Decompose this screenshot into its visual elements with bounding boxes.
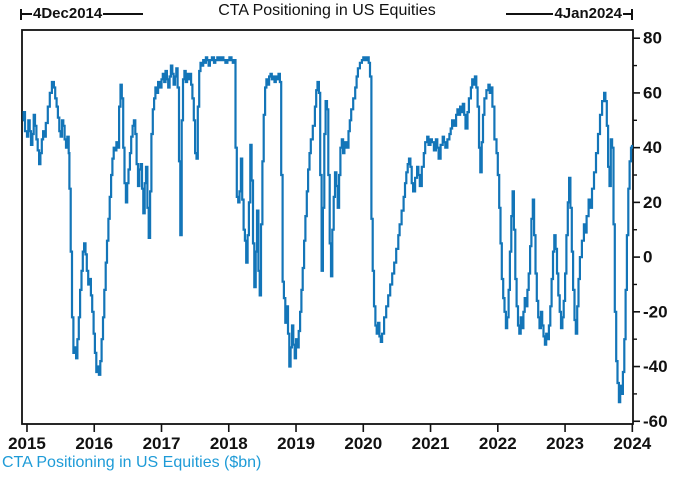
x-axis-tick-label: 2024	[613, 434, 651, 453]
x-axis-tick-label: 2016	[75, 434, 113, 453]
series-end-date-label: 4Jan2024	[554, 5, 622, 22]
x-axis-tick-label: 2017	[143, 434, 181, 453]
end-annotation-trailing-line	[623, 13, 631, 15]
y-axis-tick-label: -20	[643, 302, 668, 321]
x-axis-tick-label: 2022	[479, 434, 517, 453]
series-start-date-annotation: 4Dec2014	[20, 6, 143, 22]
series-end-date-annotation: 4Jan2024	[506, 6, 633, 22]
x-axis-tick-label: 2018	[210, 434, 248, 453]
x-axis-tick-label: 2021	[412, 434, 450, 453]
x-axis-tick-label: 2019	[277, 434, 315, 453]
start-annotation-trailing-line	[103, 13, 143, 15]
x-axis-tick-label: 2015	[8, 434, 46, 453]
x-axis-tick-label: 2020	[344, 434, 382, 453]
cta-positioning-line	[22, 56, 634, 404]
start-annotation-leader-line	[22, 13, 32, 15]
series-start-date-label: 4Dec2014	[33, 5, 103, 22]
y-axis-tick-label: 40	[643, 138, 662, 157]
end-annotation-leading-line	[506, 13, 554, 15]
chart-source-caption: CTA Positioning in US Equities ($bn)	[2, 454, 262, 471]
y-axis-tick-label: -60	[643, 412, 668, 431]
y-axis-tick-label: 20	[643, 193, 662, 212]
end-annotation-end-cap	[631, 8, 633, 20]
start-annotation-end-cap	[20, 8, 22, 20]
y-axis-tick-label: -40	[643, 357, 668, 376]
y-axis-tick-label: 60	[643, 83, 662, 102]
plot-frame	[21, 29, 634, 425]
x-axis-tick-label: 2023	[546, 434, 584, 453]
chart-title: CTA Positioning in US Equities	[218, 2, 436, 19]
y-axis-tick-label: 80	[643, 29, 662, 48]
y-axis-tick-label: 0	[643, 248, 652, 267]
